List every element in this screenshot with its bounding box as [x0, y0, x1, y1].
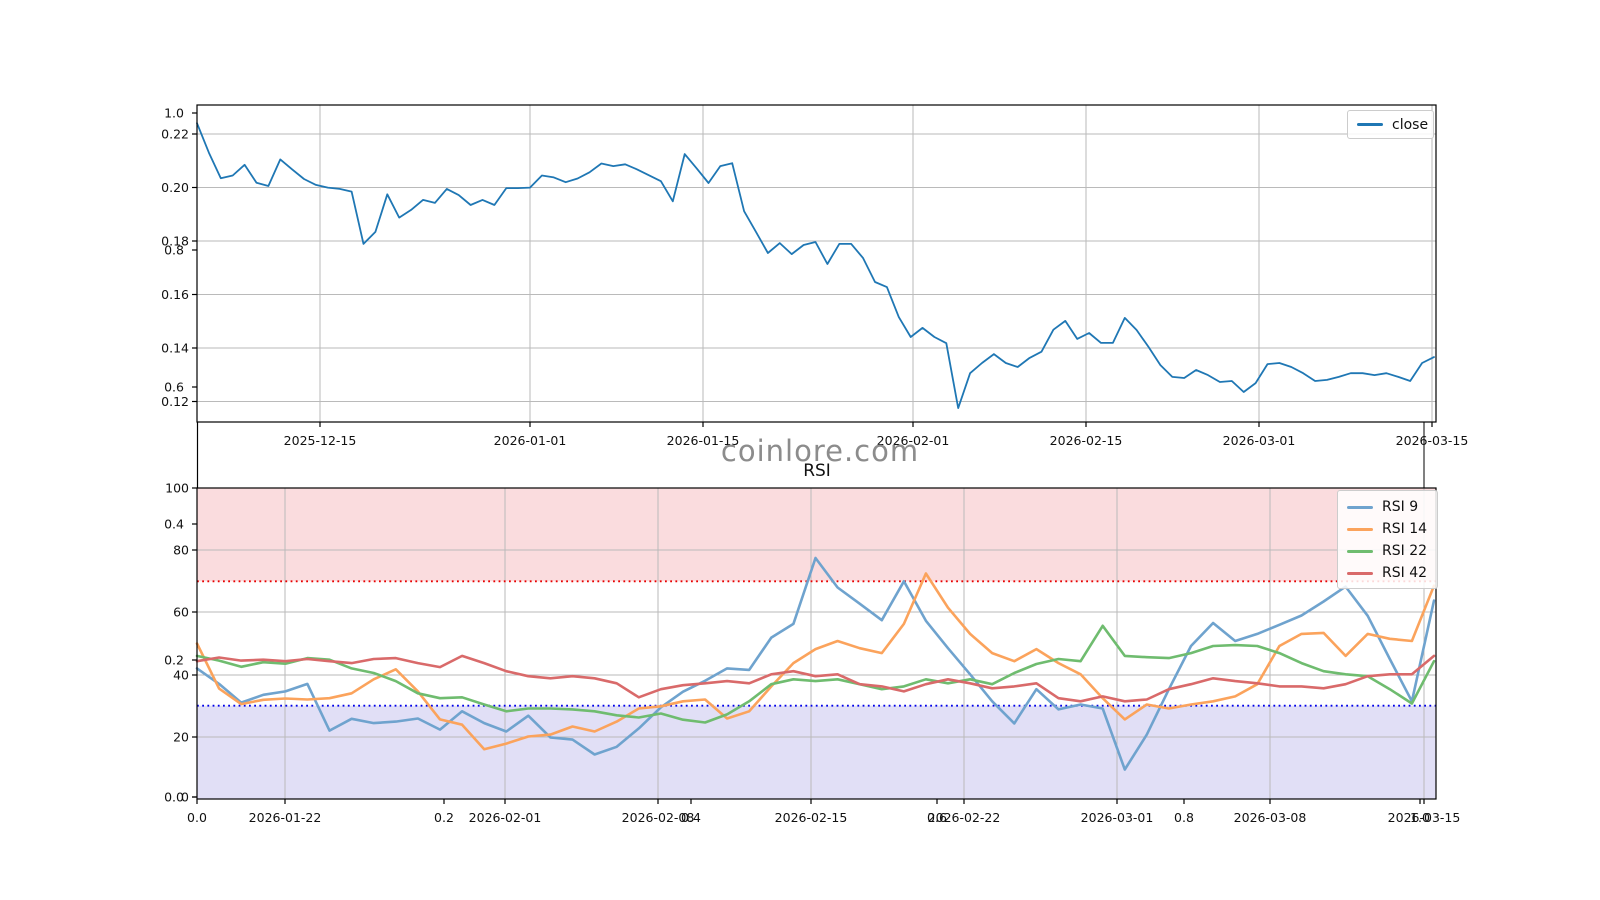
price-x-tick-label: 2026-02-01 — [877, 433, 950, 448]
legend-entry-rsi22: RSI 22 — [1347, 540, 1428, 562]
series-rsi-14-line — [195, 572, 1436, 751]
price-y-tick-label: 0.20 — [161, 180, 189, 195]
legend-label: RSI 14 — [1382, 521, 1428, 537]
rsi-y-tick-label: 20 — [173, 730, 189, 745]
rsi14-line-swatch — [1347, 527, 1373, 531]
series-close-line — [196, 122, 1435, 410]
figure-y-tick-label: 0.0 — [164, 790, 184, 805]
watermark: coinlore.com — [720, 434, 920, 468]
legend-entry-rsi14: RSI 14 — [1347, 518, 1428, 540]
close-line-swatch — [1357, 123, 1383, 126]
rsi-x-tick-label: 2026-03-08 — [1234, 810, 1307, 825]
rsi-x-tick-label: 2026-02-22 — [928, 810, 1001, 825]
price-x-tick-label: 2025-12-15 — [284, 433, 357, 448]
legend-entry-close: close — [1357, 115, 1428, 134]
figure-x-tick-label: 0.0 — [187, 810, 207, 825]
price-x-tick-label: 2026-03-01 — [1223, 433, 1296, 448]
price-y-tick-label: 0.12 — [161, 394, 189, 409]
rsi9-line-swatch — [1347, 505, 1373, 509]
rsi-y-tick-label: 40 — [173, 668, 189, 683]
price-y-tick-label: 0.18 — [161, 234, 189, 249]
figure-y-tick-label: 0.6 — [164, 380, 184, 395]
legend-entry-rsi9: RSI 9 — [1347, 496, 1428, 518]
legend-entry-rsi42: RSI 42 — [1347, 562, 1428, 584]
legend-label: RSI 9 — [1382, 499, 1419, 515]
legend-label: close — [1392, 116, 1429, 133]
rsi-plot-frame — [196, 487, 1437, 800]
rsi-legend: RSI 9 RSI 14 RSI 22 RSI 42 — [1337, 490, 1438, 589]
rsi-chart-title: RSI — [803, 461, 831, 481]
rsi22-line-swatch — [1347, 549, 1373, 553]
price-y-tick-label: 0.16 — [161, 287, 189, 302]
price-x-tick-label: 2026-03-15 — [1396, 433, 1469, 448]
price-x-tick-label: 2026-01-01 — [494, 433, 567, 448]
figure-y-tick-label: 0.8 — [164, 243, 184, 258]
rsi-y-tick-label: 0 — [181, 790, 189, 805]
price-plot-frame — [196, 104, 1437, 423]
figure-x-tick-label: 0.4 — [681, 810, 701, 825]
rsi-y-tick-label: 80 — [173, 543, 189, 558]
price-legend: close — [1347, 110, 1434, 139]
figure-y-tick-label: 0.4 — [164, 517, 184, 532]
price-y-tick-label: 0.14 — [161, 341, 189, 356]
rsi-y-tick-label: 60 — [173, 605, 189, 620]
figure-x-tick-label: 0.8 — [1174, 810, 1194, 825]
figure-x-tick-label: 0.6 — [927, 810, 947, 825]
figure-x-tick-label: 1.0 — [1410, 810, 1430, 825]
legend-label: RSI 22 — [1382, 543, 1428, 559]
rsi-x-tick-label: 2026-02-01 — [469, 810, 542, 825]
figure-y-tick-label: 1.0 — [164, 106, 184, 121]
rsi-x-tick-label: 2026-02-08 — [622, 810, 695, 825]
legend-label: RSI 42 — [1382, 565, 1428, 581]
rsi-x-tick-label: 2026-03-15 — [1388, 810, 1461, 825]
figure-x-tick-label: 0.2 — [434, 810, 454, 825]
price-x-tick-label: 2026-01-15 — [667, 433, 740, 448]
series-rsi-9-line — [195, 556, 1436, 771]
rsi-x-tick-label: 2026-01-22 — [249, 810, 322, 825]
overbought-band — [197, 488, 1436, 582]
price-y-tick-label: 0.22 — [161, 127, 189, 142]
figure-y-tick-label: 0.2 — [164, 653, 184, 668]
rsi-x-tick-label: 2026-03-01 — [1081, 810, 1154, 825]
series-rsi-22-line — [195, 624, 1436, 724]
rsi-x-tick-label: 2026-02-15 — [775, 810, 848, 825]
series-rsi-42-line — [195, 654, 1436, 703]
rsi-y-tick-label: 100 — [165, 481, 189, 496]
oversold-band — [197, 705, 1436, 799]
price-x-tick-label: 2026-02-15 — [1050, 433, 1123, 448]
rsi42-line-swatch — [1347, 571, 1373, 575]
